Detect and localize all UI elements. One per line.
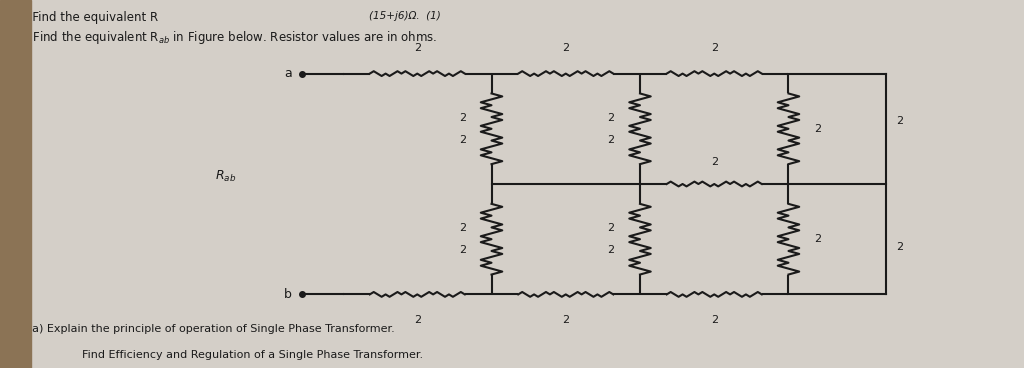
Text: 2: 2 <box>711 158 718 167</box>
Text: 2: 2 <box>459 135 466 145</box>
Text: 2: 2 <box>562 43 569 53</box>
Text: b: b <box>284 288 292 301</box>
Text: 3.   Find the equivalent R: 3. Find the equivalent R <box>10 11 159 24</box>
Text: 2: 2 <box>459 245 466 255</box>
Text: R$_{ab}$: R$_{ab}$ <box>215 169 236 184</box>
Text: 2: 2 <box>814 124 821 134</box>
Text: 2: 2 <box>459 223 466 233</box>
Text: 2: 2 <box>607 245 614 255</box>
Bar <box>0 0 31 368</box>
Text: 2: 2 <box>896 116 903 127</box>
Text: (15+j6)Ω.  (1): (15+j6)Ω. (1) <box>369 11 440 21</box>
Text: 3.   Find the equivalent R$_{ab}$ in Figure below. Resistor values are in ohms.: 3. Find the equivalent R$_{ab}$ in Figur… <box>10 29 437 46</box>
Text: 2: 2 <box>711 315 718 325</box>
Text: 2: 2 <box>607 223 614 233</box>
Text: 2: 2 <box>896 241 903 252</box>
Text: Find Efficiency and Regulation of a Single Phase Transformer.: Find Efficiency and Regulation of a Sing… <box>82 350 423 360</box>
Text: a: a <box>284 67 292 80</box>
Text: 2: 2 <box>414 43 421 53</box>
Text: 2: 2 <box>814 234 821 244</box>
Text: 2: 2 <box>607 135 614 145</box>
Text: 2: 2 <box>607 113 614 123</box>
Text: 2: 2 <box>562 315 569 325</box>
Text: 2: 2 <box>459 113 466 123</box>
Text: 2: 2 <box>711 43 718 53</box>
Text: 4.  (a) Explain the principle of operation of Single Phase Transformer.: 4. (a) Explain the principle of operatio… <box>10 324 395 334</box>
Text: 2: 2 <box>414 315 421 325</box>
